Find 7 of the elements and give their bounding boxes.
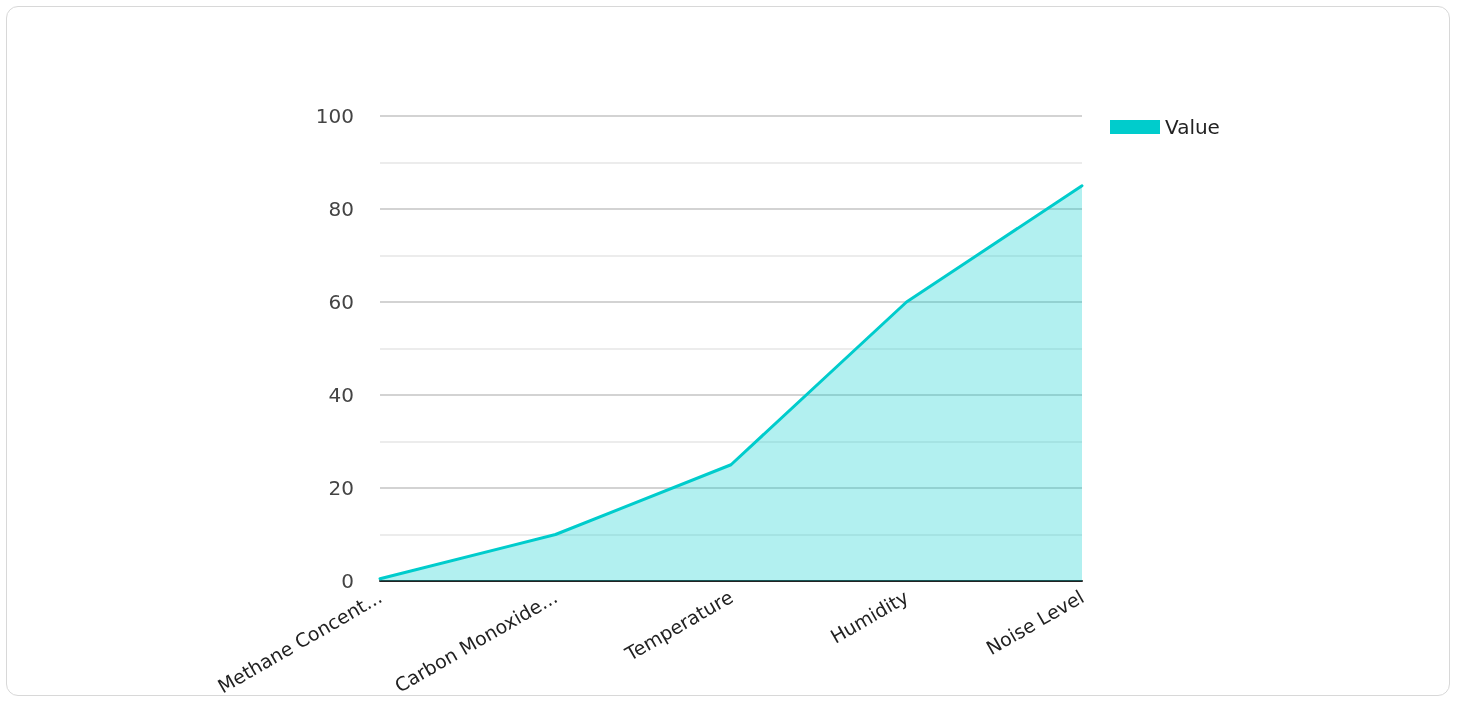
y-tick-label: 20 <box>328 476 354 500</box>
y-tick-label: 100 <box>315 104 354 128</box>
y-tick-label: 60 <box>328 290 354 314</box>
y-tick-label: 0 <box>341 569 354 593</box>
legend-label: Value <box>1165 115 1220 139</box>
y-tick-label: 40 <box>328 383 354 407</box>
y-tick-label: 80 <box>328 197 354 221</box>
